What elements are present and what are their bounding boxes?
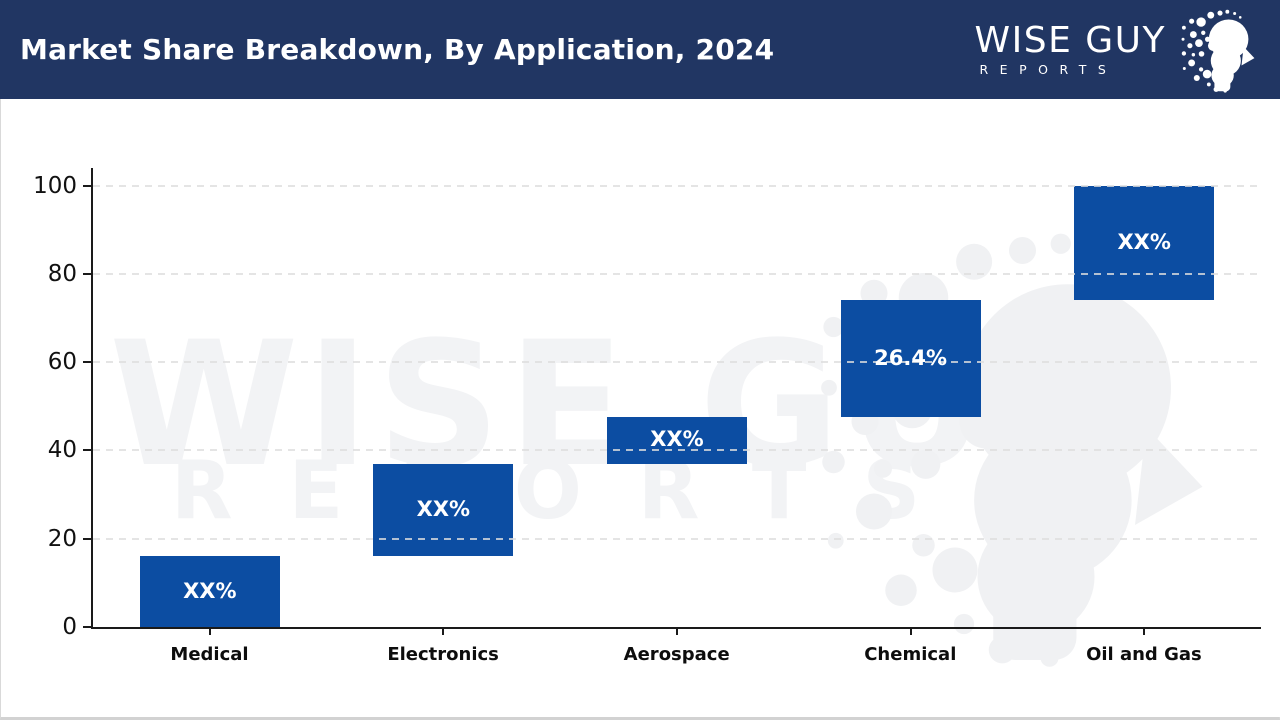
category-label-electronics: Electronics <box>387 644 499 665</box>
page-title: Market Share Breakdown, By Application, … <box>20 33 775 66</box>
wiseguy-logo: WISE GUY REPORTS <box>975 7 1261 93</box>
y-tick-label: 100 <box>33 172 77 199</box>
x-tick-oil-and-gas <box>1143 627 1146 635</box>
category-label-aerospace: Aerospace <box>623 644 730 665</box>
x-tick-aerospace <box>676 627 678 635</box>
category-label-medical: Medical <box>170 644 249 665</box>
bar-oil-and-gas <box>1074 185 1215 301</box>
bar-medical <box>139 556 280 627</box>
bar-value-label-medical: XX% <box>183 578 237 603</box>
x-tick-chemical <box>909 627 912 635</box>
category-label-chemical: Chemical <box>864 644 957 665</box>
category-label-oil-and-gas: Oil and Gas <box>1086 644 1202 665</box>
logo-subtitle: REPORTS <box>979 61 1118 77</box>
bar-value-label-oil-and-gas: XX% <box>1117 230 1171 255</box>
y-tick-20 <box>83 537 91 540</box>
gridline-100 <box>93 184 1261 187</box>
y-tick-60 <box>83 361 91 364</box>
bar-electronics <box>373 463 514 557</box>
x-tick-medical <box>208 627 211 635</box>
watermark-subtext: REPORTS <box>171 444 977 537</box>
x-tick-electronics <box>442 627 445 635</box>
y-tick-label: 40 <box>47 437 77 464</box>
chart-region: WISE GUY REPORTS 0 20 40 60 80 100 XX% Medical X… <box>1 99 1280 717</box>
bar-chemical <box>840 300 981 417</box>
wiseguy-head-icon <box>1181 9 1255 93</box>
bar-chart: 0 20 40 60 80 100 XX% Medical XX% Electronics XX% A… <box>33 168 1261 665</box>
bar-value-label-aerospace: XX% <box>650 427 704 452</box>
y-tick-100 <box>83 184 91 187</box>
y-tick-0 <box>83 626 91 628</box>
y-tick-label: 0 <box>62 614 77 640</box>
bar-value-label-electronics: XX% <box>416 497 471 522</box>
header: Market Share Breakdown, By Application, … <box>0 0 1280 99</box>
y-tick-40 <box>83 449 91 452</box>
y-tick-label: 80 <box>47 260 77 287</box>
gridline-40 <box>93 449 1261 452</box>
bar-value-label-chemical: 26.4% <box>874 345 948 370</box>
logo-text: WISE GUY REPORTS <box>974 19 1167 77</box>
y-tick-label: 20 <box>47 525 77 552</box>
gridline-80 <box>93 272 1261 275</box>
gridline-20 <box>93 537 1261 540</box>
y-tick-80 <box>83 272 91 275</box>
y-tick-label: 60 <box>47 349 77 376</box>
logo-wordmark: WISE GUY <box>974 19 1166 61</box>
gridline-60 <box>93 361 1261 364</box>
bar-aerospace <box>606 416 748 464</box>
